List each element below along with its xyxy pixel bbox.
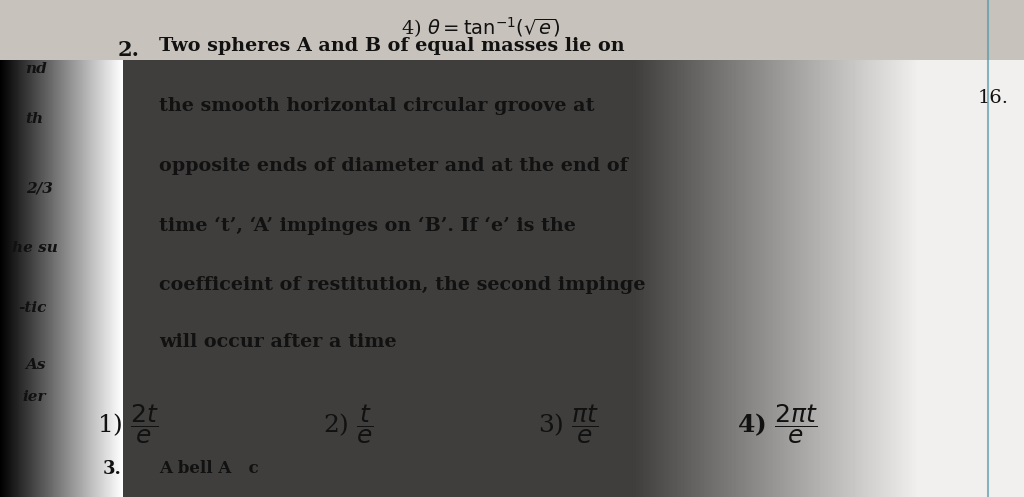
Text: 2) $\dfrac{t}{e}$: 2) $\dfrac{t}{e}$	[323, 403, 374, 446]
Text: nd: nd	[26, 62, 47, 76]
Text: 4) $\theta = \tan^{-1}\!\left(\sqrt{e}\right)$: 4) $\theta = \tan^{-1}\!\left(\sqrt{e}\r…	[401, 15, 561, 40]
Text: ier: ier	[23, 390, 46, 404]
Text: he su: he su	[12, 241, 58, 255]
Text: th: th	[26, 112, 44, 126]
Bar	[0, 0, 1024, 60]
Text: 4) $\dfrac{2\pi t}{e}$: 4) $\dfrac{2\pi t}{e}$	[737, 403, 819, 446]
Text: 1) $\dfrac{2t}{e}$: 1) $\dfrac{2t}{e}$	[97, 403, 160, 446]
Text: 2.: 2.	[118, 40, 139, 60]
Text: A bell A   c: A bell A c	[159, 460, 258, 477]
Text: will occur after a time: will occur after a time	[159, 333, 396, 351]
Text: 3.: 3.	[102, 460, 121, 478]
Text: 2/3: 2/3	[26, 181, 52, 195]
Text: Two spheres A and B of equal masses lie on: Two spheres A and B of equal masses lie …	[159, 37, 625, 55]
Text: time ‘t’, ‘A’ impinges on ‘B’. If ‘e’ is the: time ‘t’, ‘A’ impinges on ‘B’. If ‘e’ is…	[159, 216, 575, 235]
Text: -tic: -tic	[18, 301, 47, 315]
Text: 3) $\dfrac{\pi t}{e}$: 3) $\dfrac{\pi t}{e}$	[538, 403, 599, 446]
Text: 16.: 16.	[978, 89, 1009, 107]
Bar	[123, 60, 1024, 497]
Text: As: As	[26, 358, 46, 372]
Text: coefficeint of restitution, the second impinge: coefficeint of restitution, the second i…	[159, 276, 645, 294]
Text: the smooth horizontal circular groove at: the smooth horizontal circular groove at	[159, 97, 594, 115]
Text: opposite ends of diameter and at the end of: opposite ends of diameter and at the end…	[159, 157, 628, 174]
